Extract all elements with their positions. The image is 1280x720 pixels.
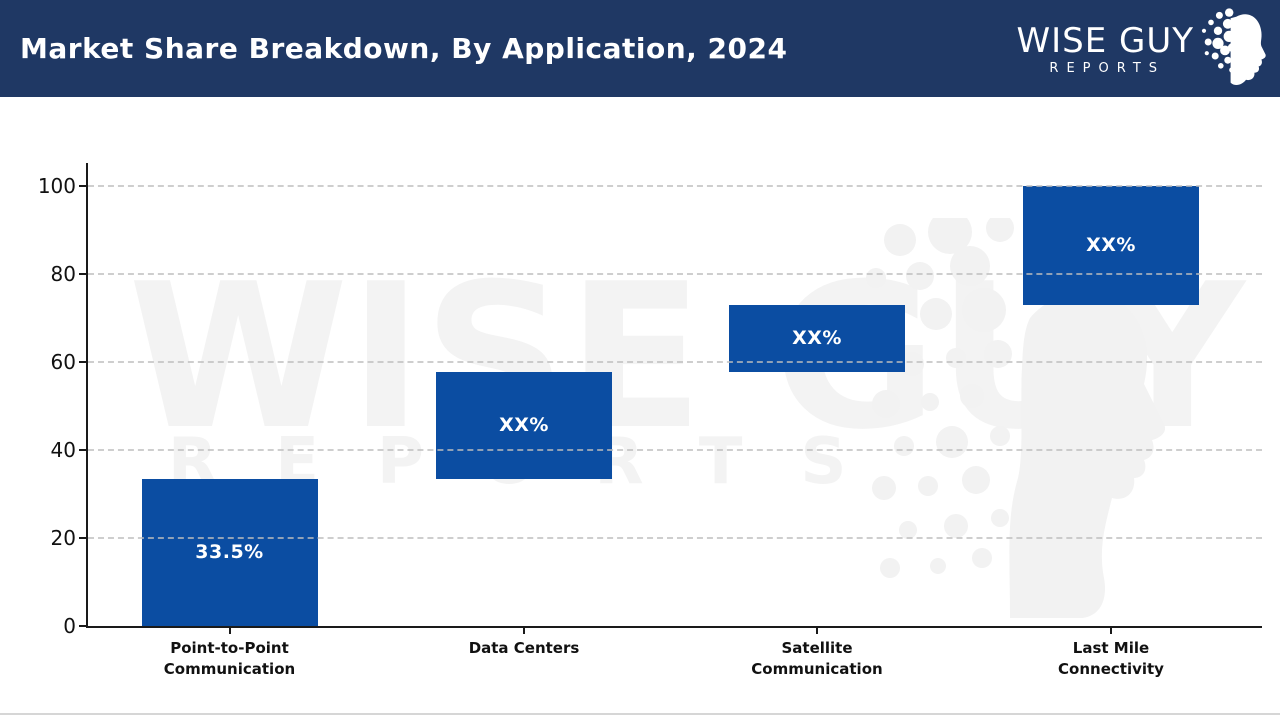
category-label: Point-to-Point Communication [163,639,296,678]
category-label: Satellite Communication [751,639,883,678]
y-tick-label: 100 [37,174,76,198]
brand-head-icon [1201,8,1266,86]
x-tick-mark [523,628,525,634]
brand-subname: REPORTS [1049,60,1166,76]
bar-value-label: XX% [499,414,549,437]
bar: 33.5% [141,478,318,626]
brand-logo: WISE GUY REPORTS [1016,6,1268,92]
y-tick-mark [79,361,87,363]
gridline [88,185,1262,187]
bar: XX% [1023,186,1199,305]
gridline [88,449,1262,451]
y-tick-label: 40 [50,438,76,462]
y-tick-mark [79,625,87,627]
gridline [88,361,1262,363]
bar-value-label: XX% [1086,234,1136,257]
y-tick-label: 60 [50,350,76,374]
y-tick-label: 0 [63,614,76,638]
bottom-divider [0,713,1280,715]
y-tick-mark [79,537,87,539]
x-tick-mark [228,628,231,634]
y-tick-mark [79,273,87,275]
brand-name: WISE GUY [1016,20,1194,61]
y-tick-label: 80 [50,262,76,286]
gridline [88,273,1262,275]
bar-value-label: 33.5% [195,541,264,564]
header: Market Share Breakdown, By Application, … [0,0,1280,97]
bar-value-label: XX% [792,327,842,350]
category-label: Data Centers [468,639,580,657]
y-tick-mark [79,185,87,187]
bar: XX% [729,304,905,373]
x-tick-mark [1110,628,1112,634]
brand-logo-text: WISE GUY REPORTS [1016,24,1194,75]
x-axis-line [86,626,1262,628]
gridline [88,537,1262,539]
page-title: Market Share Breakdown, By Application, … [20,32,788,65]
category-label: Last Mile Connectivity [1058,639,1164,678]
y-tick-label: 20 [50,526,76,550]
y-tick-mark [79,449,87,451]
y-axis-line [86,163,88,627]
bar: XX% [436,372,612,479]
x-tick-mark [816,628,818,634]
